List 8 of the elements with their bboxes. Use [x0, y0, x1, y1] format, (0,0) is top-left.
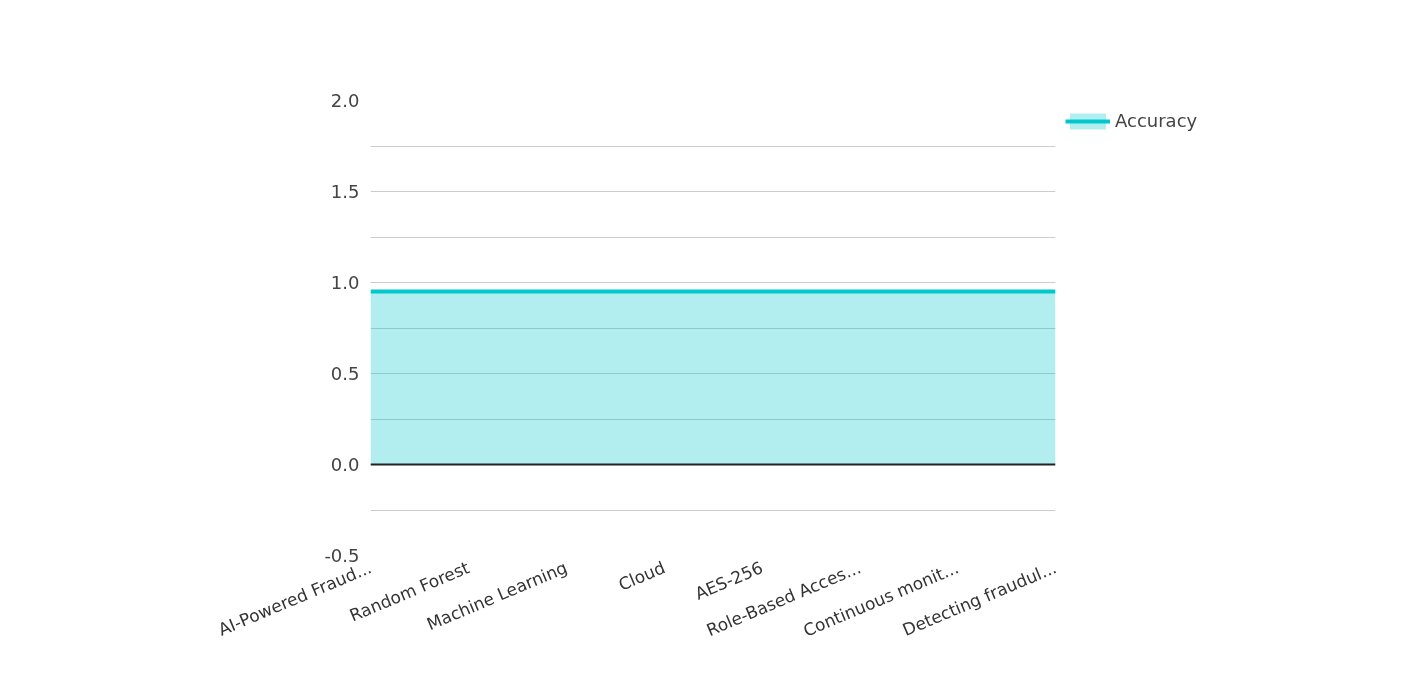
- y-tick-label: 1.0: [330, 272, 360, 293]
- y-tick-label: 1.5: [330, 181, 360, 202]
- y-tick-label: 2.0: [330, 90, 360, 111]
- y-tick-label: 0.0: [330, 454, 360, 475]
- x-tick-label: Cloud: [615, 557, 668, 595]
- legend-label: Accuracy: [1115, 110, 1198, 131]
- y-tick-label: 0.5: [330, 363, 360, 384]
- y-tick-label: -0.5: [324, 545, 360, 566]
